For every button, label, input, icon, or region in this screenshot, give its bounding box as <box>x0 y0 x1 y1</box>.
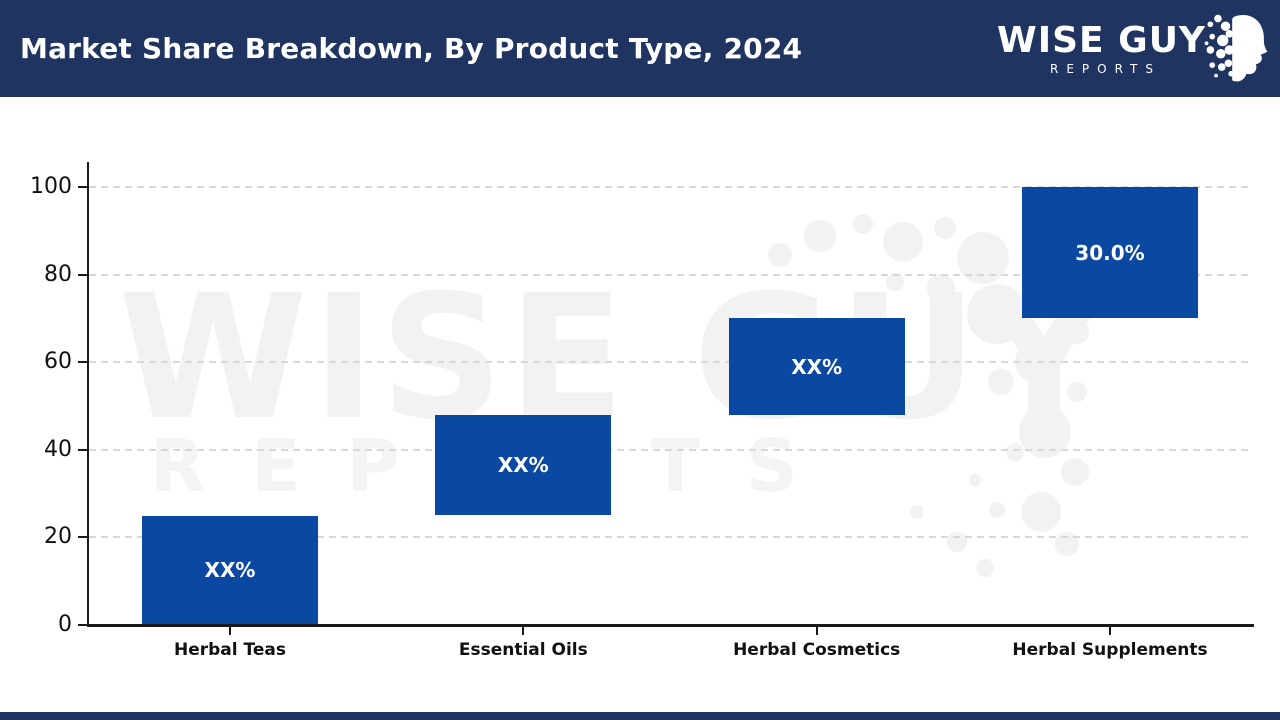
y-tick-label: 100 <box>30 174 72 199</box>
x-tick-mark <box>522 627 525 635</box>
y-tick-label: 20 <box>44 524 72 550</box>
y-tick-mark <box>78 624 87 626</box>
gridline <box>89 273 1252 276</box>
footer-bar <box>0 712 1280 720</box>
bar-essential-oils: XX% <box>435 414 612 516</box>
logo-brand-text: WISE GUY <box>996 19 1206 61</box>
y-tick-mark <box>78 536 87 539</box>
bar-label: XX% <box>204 558 256 583</box>
x-tick-mark <box>815 627 818 635</box>
x-tick-label: Herbal Cosmetics <box>733 640 901 660</box>
wiseguy-logo: WISE GUY REPORTS <box>997 6 1270 92</box>
header-bar: Market Share Breakdown, By Product Type,… <box>0 0 1280 97</box>
y-tick-mark <box>78 273 87 276</box>
y-axis-line <box>87 162 89 627</box>
x-tick-label: Herbal Teas <box>174 640 286 660</box>
x-tick-label: Herbal Supplements <box>1012 640 1208 660</box>
y-tick-mark <box>78 361 87 364</box>
page-title: Market Share Breakdown, By Product Type,… <box>20 32 803 65</box>
x-tick-label: Essential Oils <box>458 640 588 660</box>
gridline <box>89 448 1252 451</box>
bar-herbal-cosmetics: XX% <box>728 318 905 415</box>
bar-herbal-supplements: 30.0% <box>1022 187 1198 319</box>
x-axis-line <box>87 624 1254 627</box>
bar-label: XX% <box>497 453 549 478</box>
x-tick-mark <box>1109 627 1111 635</box>
x-tick-mark <box>229 627 231 635</box>
gridline <box>89 186 1252 188</box>
bar-herbal-teas: XX% <box>142 515 318 625</box>
y-tick-mark <box>78 448 87 451</box>
bar-label: XX% <box>791 354 843 379</box>
y-tick-label: 60 <box>44 349 72 375</box>
gridline <box>89 361 1252 364</box>
logo-reports-text: REPORTS <box>1049 61 1161 76</box>
y-tick-label: 40 <box>44 436 72 462</box>
wiseguy-face-icon <box>1204 14 1268 82</box>
y-tick-label: 80 <box>44 261 72 287</box>
bar-label: 30.0% <box>1075 240 1145 265</box>
y-tick-mark <box>78 186 87 188</box>
y-tick-label: 0 <box>58 612 72 637</box>
gridline <box>89 536 1252 539</box>
